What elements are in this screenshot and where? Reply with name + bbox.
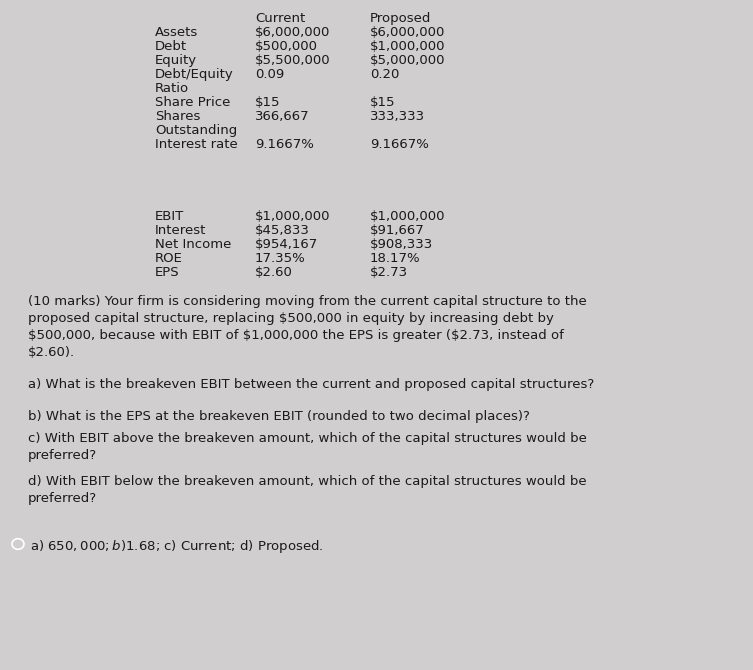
Text: $45,833: $45,833 bbox=[255, 224, 310, 237]
Text: $5,000,000: $5,000,000 bbox=[370, 54, 446, 67]
Text: Debt: Debt bbox=[155, 40, 187, 53]
Text: $6,000,000: $6,000,000 bbox=[255, 26, 331, 39]
Text: $6,000,000: $6,000,000 bbox=[370, 26, 445, 39]
Text: Share Price: Share Price bbox=[155, 96, 230, 109]
Text: (10 marks) Your firm is considering moving from the current capital structure to: (10 marks) Your firm is considering movi… bbox=[28, 295, 587, 359]
Text: 0.20: 0.20 bbox=[370, 68, 399, 81]
Text: Interest: Interest bbox=[155, 224, 206, 237]
Text: 9.1667%: 9.1667% bbox=[370, 138, 429, 151]
Text: Current: Current bbox=[255, 12, 305, 25]
Text: $5,500,000: $5,500,000 bbox=[255, 54, 331, 67]
Text: $15: $15 bbox=[370, 96, 395, 109]
Text: a) $650,000; b) $1.68; c) Current; d) Proposed.: a) $650,000; b) $1.68; c) Current; d) Pr… bbox=[30, 538, 323, 555]
Text: Proposed: Proposed bbox=[370, 12, 431, 25]
Text: Shares: Shares bbox=[155, 110, 200, 123]
Text: $1,000,000: $1,000,000 bbox=[255, 210, 331, 223]
Text: EBIT: EBIT bbox=[155, 210, 184, 223]
Text: 366,667: 366,667 bbox=[255, 110, 309, 123]
Text: 9.1667%: 9.1667% bbox=[255, 138, 314, 151]
Text: Equity: Equity bbox=[155, 54, 197, 67]
Text: Ratio: Ratio bbox=[155, 82, 189, 95]
Text: $954,167: $954,167 bbox=[255, 238, 319, 251]
Text: $908,333: $908,333 bbox=[370, 238, 433, 251]
Text: 18.17%: 18.17% bbox=[370, 252, 421, 265]
Text: $91,667: $91,667 bbox=[370, 224, 425, 237]
Text: 0.09: 0.09 bbox=[255, 68, 284, 81]
Text: Outstanding: Outstanding bbox=[155, 124, 237, 137]
Text: $1,000,000: $1,000,000 bbox=[370, 40, 446, 53]
Text: EPS: EPS bbox=[155, 266, 180, 279]
Text: $2.73: $2.73 bbox=[370, 266, 408, 279]
Text: 333,333: 333,333 bbox=[370, 110, 425, 123]
Text: $500,000: $500,000 bbox=[255, 40, 318, 53]
Text: a) What is the breakeven EBIT between the current and proposed capital structure: a) What is the breakeven EBIT between th… bbox=[28, 378, 594, 391]
Text: d) With EBIT below the breakeven amount, which of the capital structures would b: d) With EBIT below the breakeven amount,… bbox=[28, 475, 587, 505]
Text: 17.35%: 17.35% bbox=[255, 252, 306, 265]
Text: Net Income: Net Income bbox=[155, 238, 231, 251]
Text: $15: $15 bbox=[255, 96, 281, 109]
Text: $2.60: $2.60 bbox=[255, 266, 293, 279]
Text: Assets: Assets bbox=[155, 26, 198, 39]
Text: c) With EBIT above the breakeven amount, which of the capital structures would b: c) With EBIT above the breakeven amount,… bbox=[28, 432, 587, 462]
Text: $1,000,000: $1,000,000 bbox=[370, 210, 446, 223]
Text: ROE: ROE bbox=[155, 252, 183, 265]
Text: Interest rate: Interest rate bbox=[155, 138, 238, 151]
Text: Debt/Equity: Debt/Equity bbox=[155, 68, 233, 81]
Text: b) What is the EPS at the breakeven EBIT (rounded to two decimal places)?: b) What is the EPS at the breakeven EBIT… bbox=[28, 410, 530, 423]
